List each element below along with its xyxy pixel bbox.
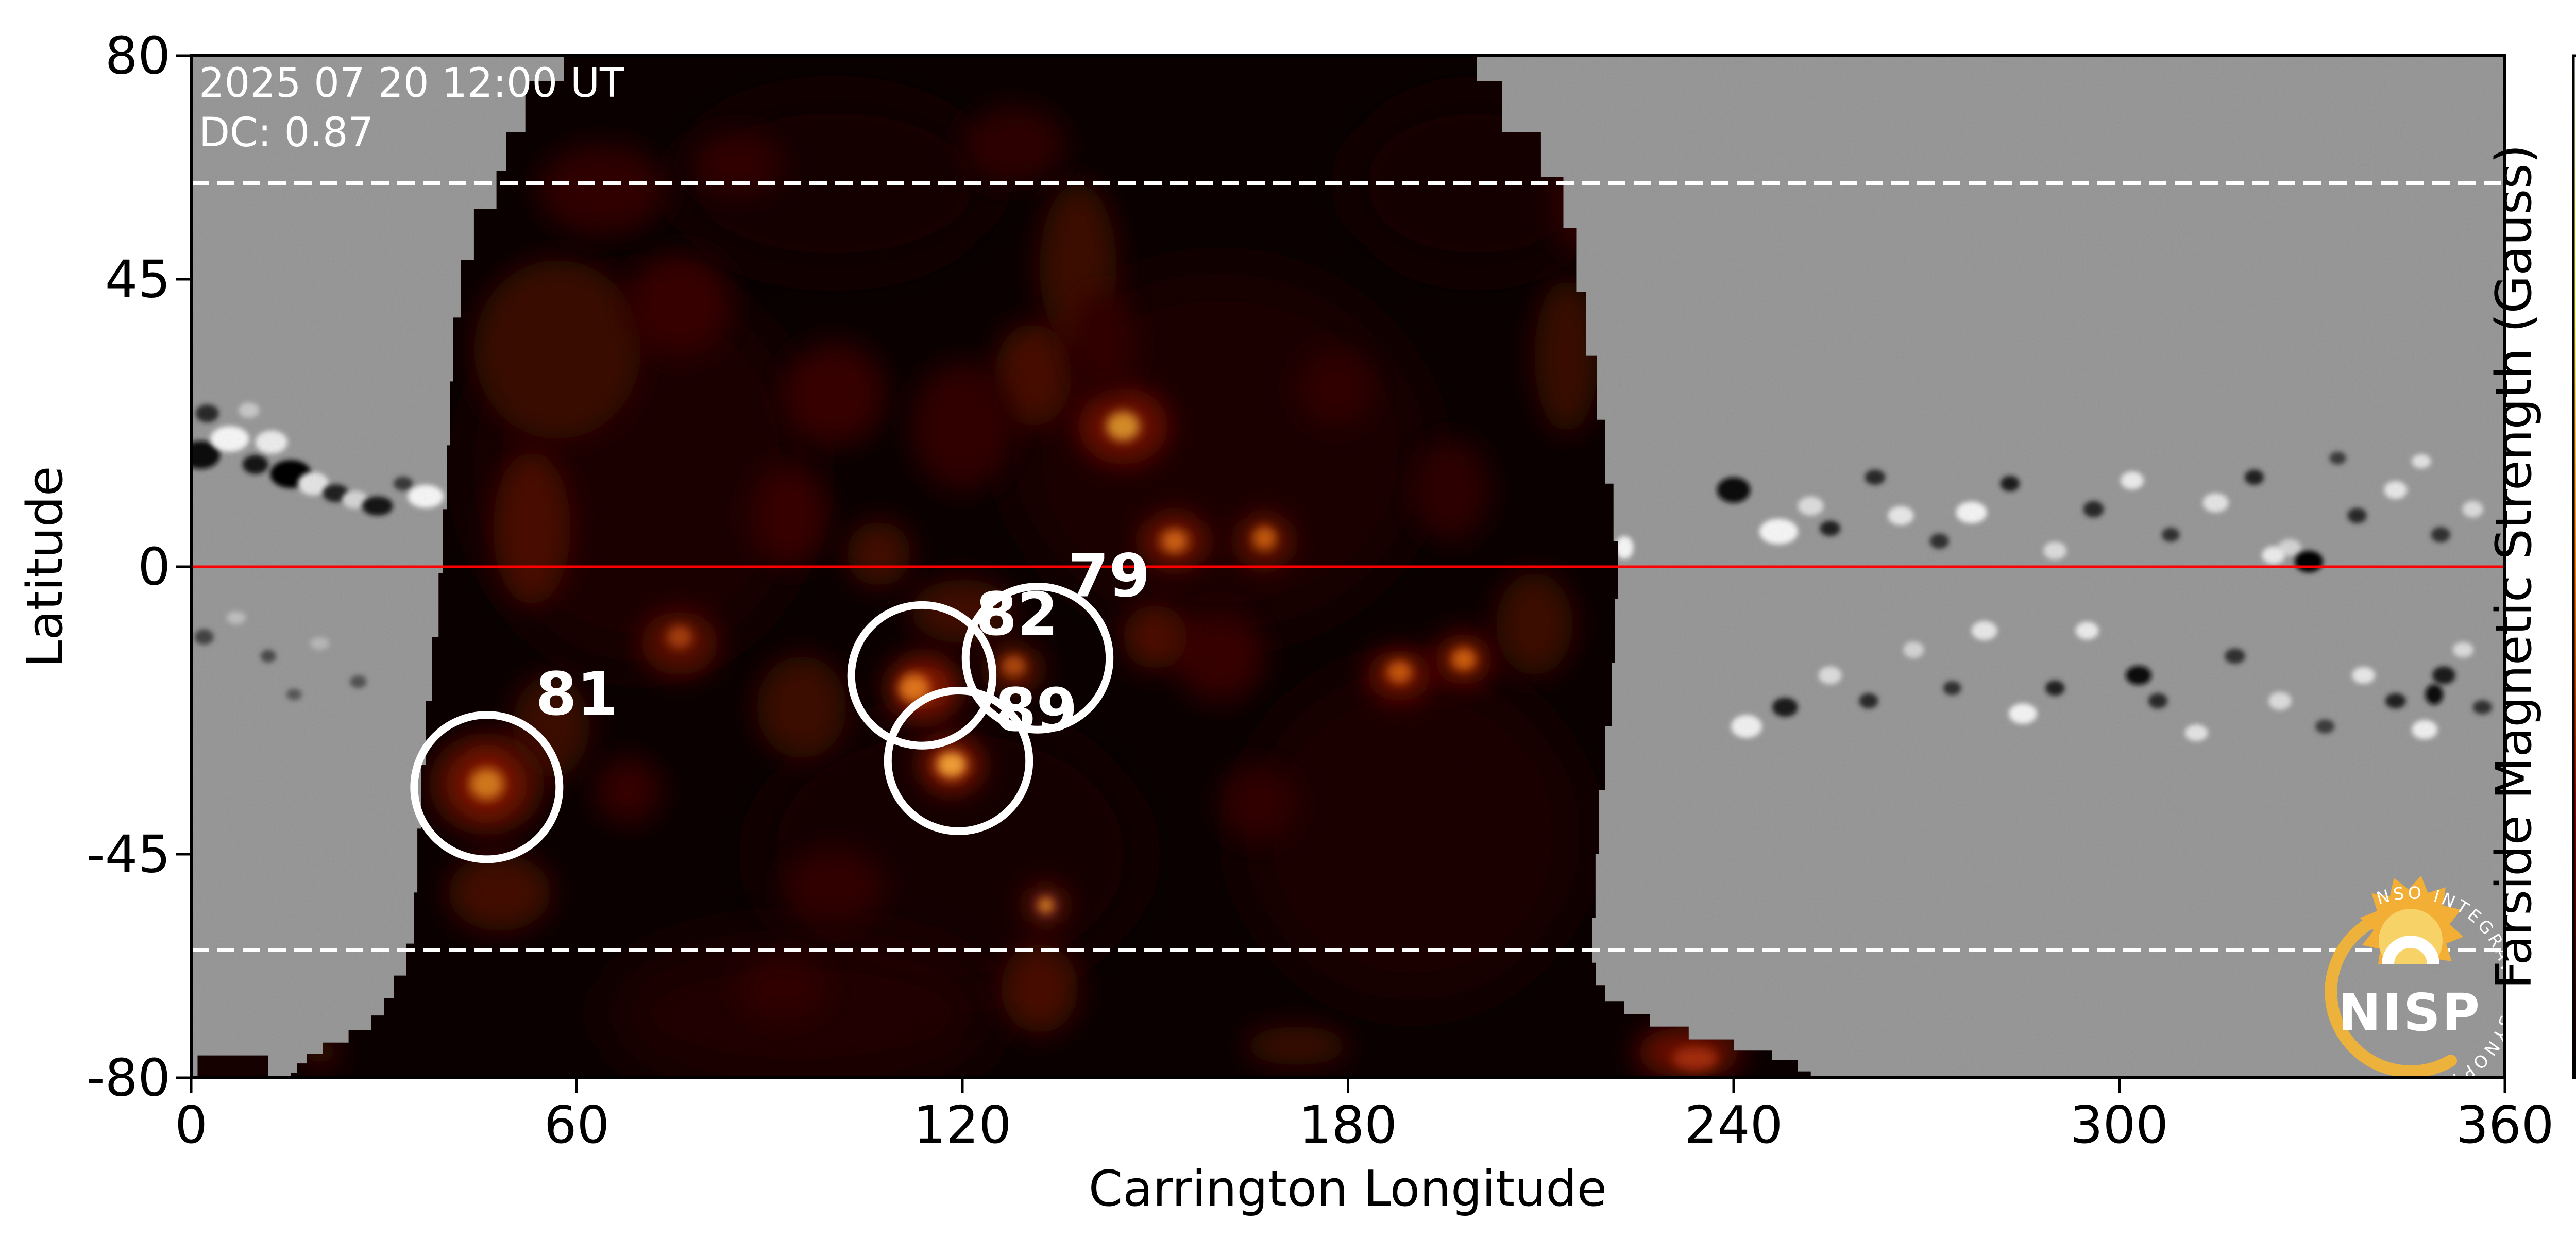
nisp-logo-text: NISP xyxy=(2338,982,2481,1043)
y-tick-label: 0 xyxy=(138,537,171,597)
timestamp-label: 2025 07 20 12:00 UT xyxy=(199,60,624,107)
axis-ticks: 0 60 120 180 240 300 360 80 45 0 -45 -80 xyxy=(87,26,2554,1156)
region-label-89: 89 xyxy=(995,676,1077,745)
colorbars: Farside Magnetic Strength (Gauss) Fronts… xyxy=(2486,54,2576,1079)
x-axis-title: Carrington Longitude xyxy=(1089,1161,1607,1217)
y-axis-title: Latitude xyxy=(17,466,74,668)
farside-colorbar xyxy=(2572,54,2576,1079)
region-circle-81 xyxy=(410,711,564,863)
x-tick-label: 240 xyxy=(1685,1095,1783,1155)
y-tick-label: 80 xyxy=(105,26,171,86)
x-tick-label: 300 xyxy=(2070,1095,2168,1155)
x-tick-label: 0 xyxy=(175,1095,208,1155)
dc-label: DC: 0.87 xyxy=(199,110,374,156)
x-tick-label: 60 xyxy=(544,1095,609,1155)
x-tick-label: 360 xyxy=(2456,1095,2554,1155)
y-tick-label: -45 xyxy=(87,824,171,885)
sun-arch-icon xyxy=(2382,936,2439,965)
guide-lines xyxy=(191,181,2505,952)
region-circle-79 xyxy=(961,582,1114,734)
y-tick-label: 45 xyxy=(105,249,171,310)
farside-colorbar-title: Farside Magnetic Strength (Gauss) xyxy=(2486,144,2543,989)
region-circle-82 xyxy=(847,601,997,750)
region-label-79: 79 xyxy=(1067,542,1150,611)
region-label-81: 81 xyxy=(535,660,618,729)
y-tick-label: -80 xyxy=(87,1048,171,1108)
x-tick-label: 120 xyxy=(913,1095,1012,1155)
x-tick-label: 180 xyxy=(1299,1095,1397,1155)
region-circle-89 xyxy=(884,687,1033,835)
